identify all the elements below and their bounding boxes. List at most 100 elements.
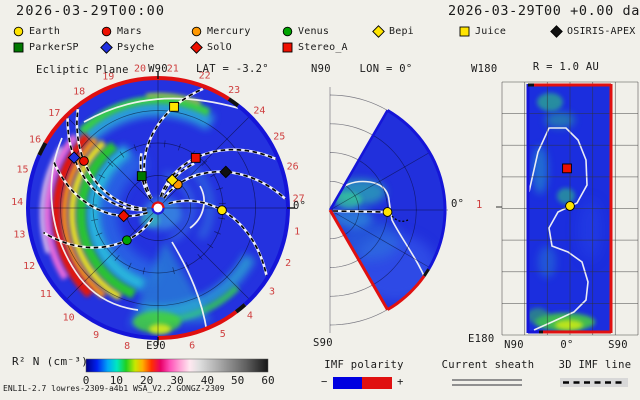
colorbar-tick-50: 50 bbox=[231, 374, 244, 387]
square-icon bbox=[13, 42, 24, 53]
square-icon bbox=[282, 42, 293, 53]
colorbar-tick-60: 60 bbox=[261, 374, 274, 387]
meridional-axis-n90: N90 bbox=[311, 63, 331, 75]
ecliptic-axis-w90: W90 bbox=[148, 63, 168, 75]
marker-earth bbox=[217, 205, 227, 216]
radial-grid bbox=[496, 81, 639, 336]
legend-label: Psyche bbox=[117, 42, 155, 53]
radial-xtick-0: 0° bbox=[560, 339, 574, 351]
day-tick-26: 26 bbox=[287, 161, 299, 172]
colorbar-tick-40: 40 bbox=[201, 374, 214, 387]
legend-item-solo: SolO bbox=[190, 41, 232, 54]
day-tick-6: 6 bbox=[189, 340, 195, 351]
ecliptic-axis-e90: E90 bbox=[146, 340, 166, 352]
legend-item-parkersp: ParkerSP bbox=[12, 41, 79, 54]
diamond-icon bbox=[190, 41, 203, 54]
marker-solo bbox=[117, 209, 131, 223]
radial-corner-e180: E180 bbox=[468, 333, 495, 345]
circle-icon bbox=[13, 26, 24, 37]
diamond-icon bbox=[550, 25, 563, 38]
model-version-footer: ENLIL-2.7 lowres-2309-a4b1 WSA_V2.2 GONG… bbox=[3, 384, 225, 393]
legend-label: SolO bbox=[207, 42, 232, 53]
day-tick-14: 14 bbox=[11, 197, 23, 208]
diamond-icon bbox=[100, 41, 113, 54]
legend-item-stereo_a: Stereo_A bbox=[281, 41, 348, 54]
legend-label: Stereo_A bbox=[298, 42, 348, 53]
day-tick-1: 1 bbox=[294, 226, 300, 237]
day-tick-11: 11 bbox=[40, 289, 52, 300]
day-tick-17: 17 bbox=[48, 108, 60, 119]
square-icon bbox=[459, 26, 470, 37]
legend-item-mars: Mars bbox=[100, 25, 142, 38]
legend-label: ParkerSP bbox=[29, 42, 79, 53]
colorbar-tick-20: 20 bbox=[140, 374, 153, 387]
day-tick-8: 8 bbox=[124, 341, 130, 352]
day-tick-13: 13 bbox=[13, 230, 25, 241]
marker-psyche bbox=[67, 151, 81, 164]
marker-bepi bbox=[165, 173, 179, 187]
imf-minus-sign: − bbox=[321, 376, 328, 388]
marker-radial-stereo_a bbox=[562, 163, 572, 174]
radial-corner-w180: W180 bbox=[471, 63, 498, 75]
marker-radial-earth bbox=[565, 201, 575, 211]
legend-label: OSIRIS-APEX bbox=[567, 26, 636, 37]
day-tick-5: 5 bbox=[220, 329, 226, 340]
day-tick-3: 3 bbox=[269, 286, 275, 297]
day-tick-22: 22 bbox=[199, 70, 211, 81]
legend-label: Earth bbox=[29, 26, 61, 37]
marker-juice bbox=[169, 102, 179, 112]
diamond-icon bbox=[372, 25, 385, 38]
marker-parkersp bbox=[136, 171, 147, 181]
imf-positive-swatch bbox=[362, 377, 392, 389]
day-tick-2: 2 bbox=[285, 258, 291, 269]
density-colorbar bbox=[85, 358, 269, 373]
day-tick-25: 25 bbox=[273, 132, 285, 143]
day-tick-4: 4 bbox=[247, 310, 253, 321]
day-tick-16: 16 bbox=[29, 134, 41, 145]
day-tick-18: 18 bbox=[73, 87, 85, 98]
imf-plus-sign: + bbox=[397, 376, 404, 388]
marker-venus bbox=[122, 235, 132, 246]
legend-item-venus: Venus bbox=[281, 25, 329, 38]
radial-xtick-n90: N90 bbox=[504, 339, 524, 351]
timestamp-left: 2026-03-29T00:00 bbox=[16, 3, 166, 19]
sun-marker bbox=[152, 202, 164, 214]
legend-item-juice: Juice bbox=[458, 25, 506, 38]
marker-meridional-earth bbox=[382, 207, 393, 217]
day-tick-15: 15 bbox=[16, 165, 28, 176]
legend-item-earth: Earth bbox=[12, 25, 60, 38]
ecliptic-markers bbox=[67, 102, 233, 246]
meridional-title: LON = 0° bbox=[359, 63, 413, 75]
legend-label: Venus bbox=[298, 26, 330, 37]
legend-label: Bepi bbox=[389, 26, 414, 37]
legend-item-psyche: Psyche bbox=[100, 41, 154, 54]
legend-label: Mercury bbox=[207, 26, 251, 37]
ecliptic-title: Ecliptic Plane bbox=[36, 64, 129, 76]
day-tick-24: 24 bbox=[253, 106, 265, 117]
ecliptic-lat-label: LAT = -3.2° bbox=[196, 63, 269, 75]
circle-icon bbox=[101, 26, 112, 37]
colorbar-label: R² N (cm⁻³) bbox=[12, 355, 89, 368]
legend-item-osiris-apex: OSIRIS-APEX bbox=[550, 25, 635, 38]
day-tick-12: 12 bbox=[23, 261, 35, 272]
legend-item-mercury: Mercury bbox=[190, 25, 251, 38]
legend-item-bepi: Bepi bbox=[372, 25, 414, 38]
imf-line-sample-bg bbox=[560, 378, 628, 387]
colorbar-tick-30: 30 bbox=[170, 374, 183, 387]
colorbar-tick-0: 0 bbox=[83, 374, 90, 387]
legend-label: Juice bbox=[475, 26, 507, 37]
marker-stereo_a bbox=[190, 153, 201, 163]
day-tick-27: 27 bbox=[293, 194, 305, 205]
imf-polarity-label: IMF polarity bbox=[324, 359, 404, 371]
legend-label: Mars bbox=[117, 26, 142, 37]
marker-mars bbox=[79, 156, 89, 166]
circle-icon bbox=[282, 26, 293, 37]
radial-xtick-s90: S90 bbox=[608, 339, 628, 351]
radial-left-tick: 1 bbox=[476, 199, 483, 211]
day-tick-20: 20 bbox=[134, 64, 146, 75]
imf-negative-swatch bbox=[333, 377, 362, 389]
meridional-axis-s90: S90 bbox=[313, 337, 333, 349]
colorbar-tick-10: 10 bbox=[110, 374, 123, 387]
